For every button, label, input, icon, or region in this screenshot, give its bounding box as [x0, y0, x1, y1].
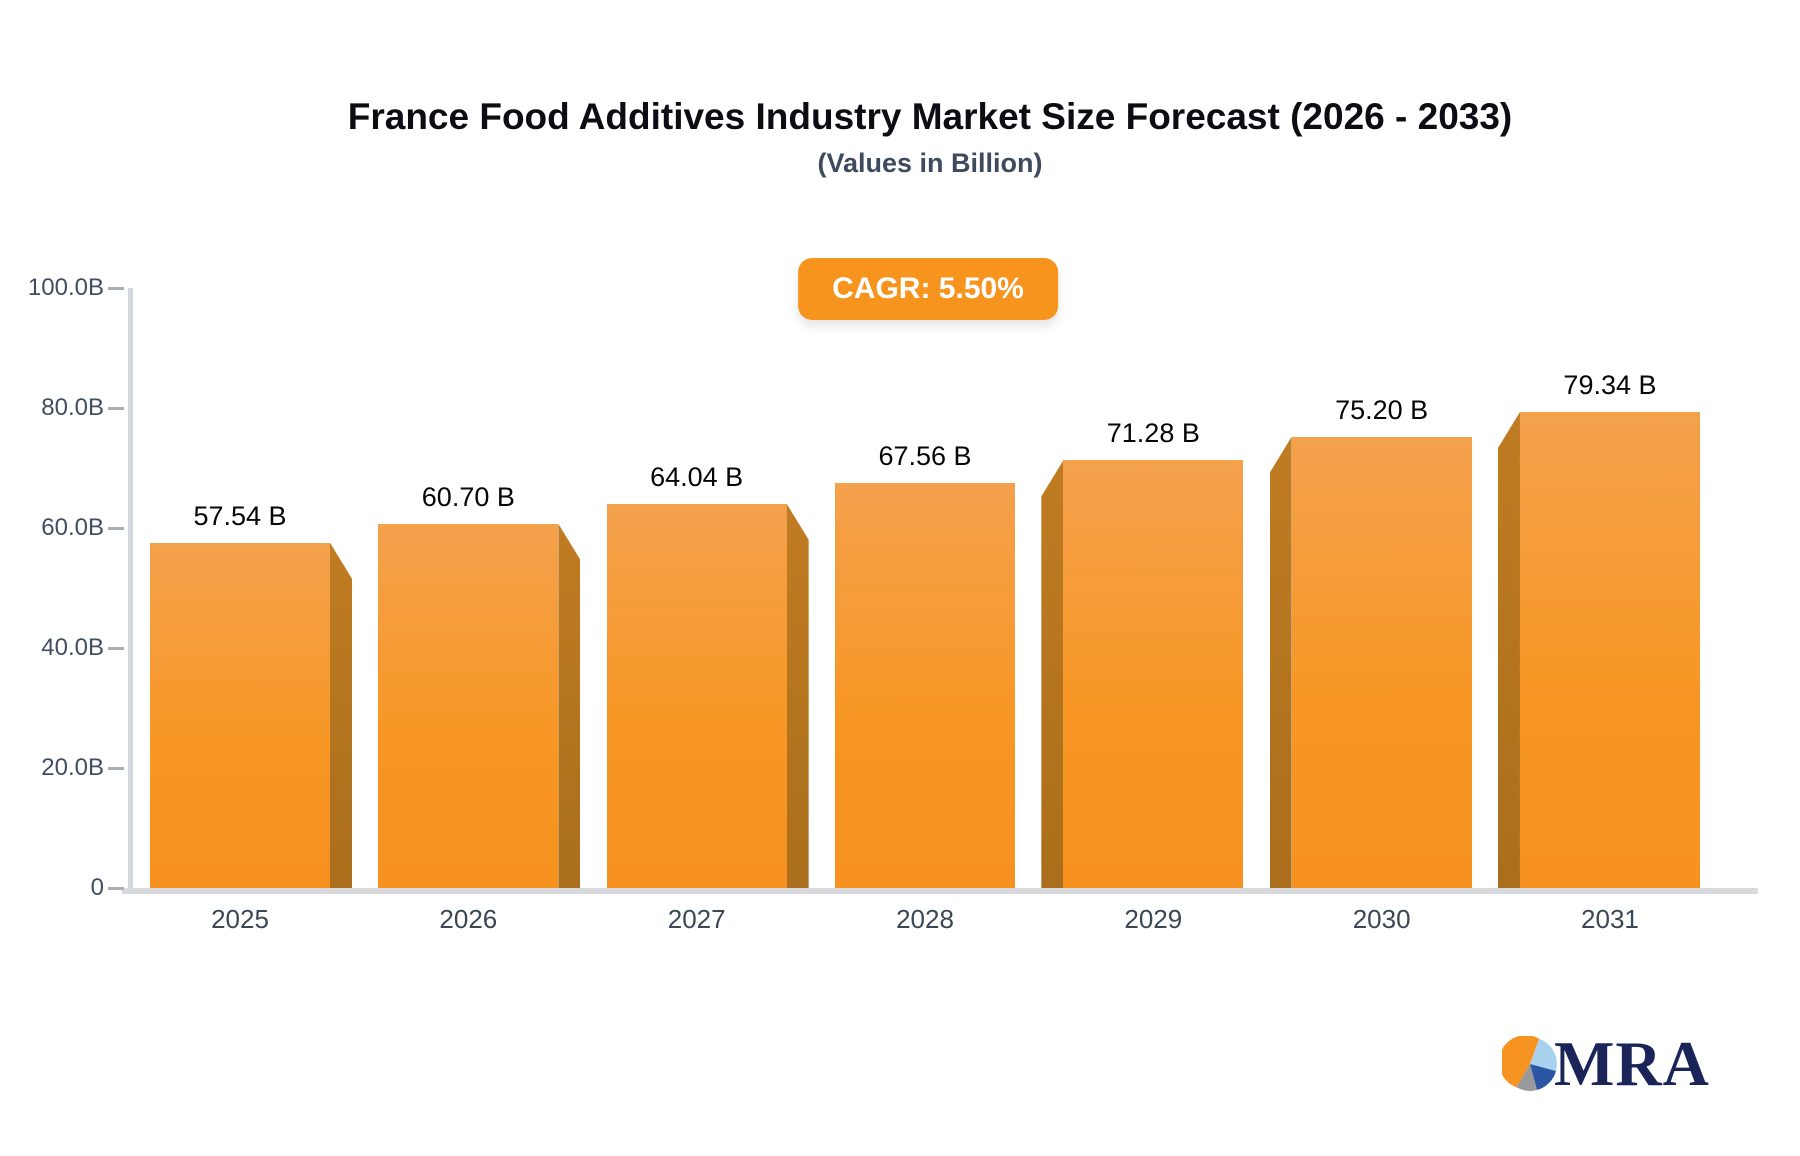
- bar-side-face: [330, 542, 352, 888]
- mra-logo-pie-icon: [1502, 1036, 1557, 1091]
- y-tick-mark: [108, 407, 124, 410]
- bar-value-label: 60.70 B: [421, 481, 515, 512]
- y-tick-mark: [108, 887, 124, 890]
- cagr-badge: CAGR: 5.50%: [798, 258, 1058, 320]
- y-axis-line: [128, 288, 133, 894]
- x-tick-label: 2025: [211, 904, 269, 934]
- bar-2028: [834, 482, 1015, 888]
- x-tick-label: 2027: [667, 904, 726, 934]
- y-tick-label: 100.0B: [27, 274, 104, 301]
- bar-side-face: [558, 523, 581, 888]
- bar-side-face: [1497, 411, 1520, 888]
- y-tick-label: 40.0B: [41, 634, 104, 661]
- x-tick-label: 2030: [1352, 904, 1411, 934]
- y-tick-mark: [108, 647, 124, 650]
- x-axis-baseline: [122, 888, 1758, 894]
- x-tick-label: 2026: [439, 904, 498, 934]
- x-tick-label: 2029: [1124, 904, 1183, 934]
- bar-side-face: [786, 503, 809, 888]
- mra-logo: MRA: [1502, 1028, 1710, 1099]
- bar-value-label: 57.54 B: [193, 500, 287, 531]
- y-tick-label: 0: [90, 874, 104, 901]
- bar-2029: [1063, 460, 1244, 888]
- y-tick-mark: [108, 287, 124, 290]
- y-tick-label: 60.0B: [41, 514, 104, 541]
- y-tick-label: 80.0B: [41, 394, 104, 421]
- y-tick-mark: [108, 527, 124, 530]
- bar-value-label: 64.04 B: [650, 461, 744, 492]
- x-tick-label: 2028: [896, 904, 954, 934]
- bar-side-face: [1269, 436, 1292, 888]
- bar-value-label: 67.56 B: [878, 440, 972, 471]
- bar-side-face: [1041, 460, 1064, 888]
- y-tick-mark: [108, 767, 124, 770]
- bar-2030: [1291, 436, 1472, 888]
- bar-value-label: 79.34 B: [1563, 369, 1657, 400]
- bar-value-label: 71.28 B: [1106, 418, 1200, 449]
- x-tick-label: 2031: [1581, 904, 1639, 934]
- mra-logo-text: MRA: [1554, 1028, 1710, 1099]
- chart-title: France Food Additives Industry Market Si…: [347, 96, 1513, 137]
- bar-2031: [1519, 411, 1700, 888]
- chart-subtitle: (Values in Billion): [817, 148, 1043, 178]
- bar-2026: [378, 523, 559, 888]
- y-tick-label: 20.0B: [41, 754, 104, 781]
- bar-2025: [150, 542, 330, 888]
- bar-value-label: 75.20 B: [1335, 394, 1429, 425]
- bar-2027: [606, 503, 787, 888]
